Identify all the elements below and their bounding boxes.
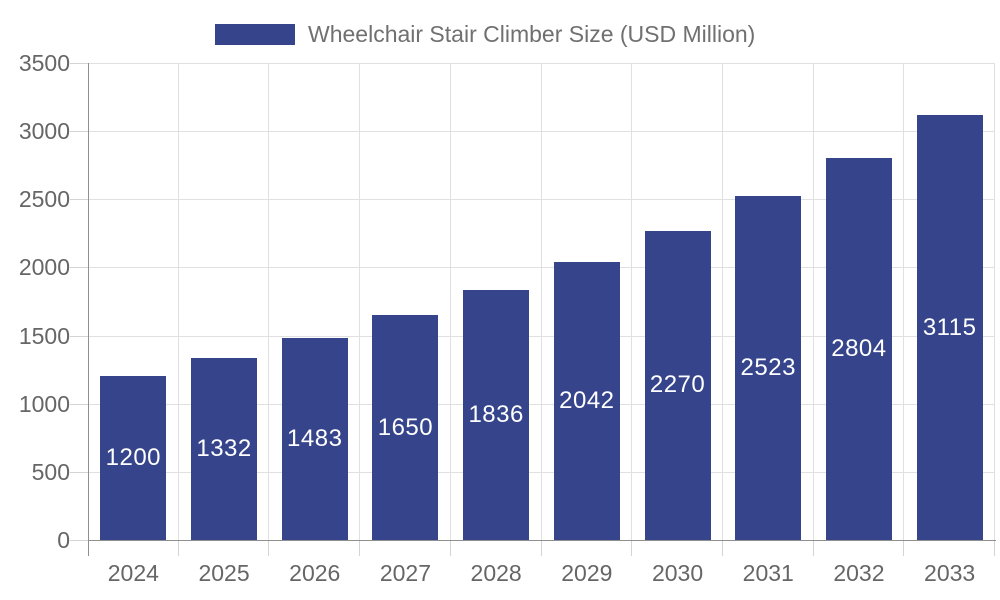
y-axis-tick	[70, 540, 88, 541]
y-axis-tick	[70, 63, 88, 64]
bar-2028: 1836	[463, 289, 530, 540]
bar-2030: 2270	[644, 230, 711, 540]
y-axis-tick	[70, 471, 88, 473]
gridline-vertical	[359, 63, 361, 540]
bar-2029: 2042	[553, 261, 620, 540]
bar-value-label: 2804	[831, 334, 887, 362]
x-axis-tick	[449, 540, 451, 556]
gridline-horizontal	[88, 403, 995, 405]
x-axis-tick-label: 2024	[107, 560, 159, 586]
bar-value-label: 1650	[377, 413, 434, 441]
gridline-vertical	[449, 63, 451, 540]
gridline-horizontal	[88, 63, 995, 64]
y-axis-tick-label: 1500	[18, 322, 70, 349]
bar-2027: 1650	[372, 315, 439, 540]
y-axis-tick-label: 1000	[18, 390, 70, 417]
gridline-horizontal	[88, 471, 995, 473]
y-axis-tick-label: 3000	[18, 118, 70, 145]
x-axis-tick-label: 2026	[289, 560, 341, 586]
gridline-vertical	[631, 63, 633, 540]
bar-value-label: 1836	[468, 400, 524, 428]
bar-2033: 3115	[916, 115, 983, 540]
x-axis-tick	[177, 540, 179, 556]
bar-value-label: 2523	[740, 354, 796, 382]
gridline-horizontal	[88, 199, 995, 201]
bar-value-label: 1200	[105, 444, 162, 472]
gridline-vertical	[994, 63, 995, 540]
bar-2025: 1332	[191, 358, 258, 540]
x-axis-tick	[721, 540, 723, 556]
x-axis-tick	[903, 540, 905, 556]
y-axis-tick-label: 0	[57, 527, 70, 553]
x-axis-tick-label: 2032	[833, 560, 885, 586]
x-axis-tick-label: 2030	[651, 560, 704, 586]
gridline-vertical	[540, 63, 542, 540]
gridline-horizontal	[88, 131, 995, 133]
y-axis-tick-label: 2500	[18, 186, 70, 213]
x-axis-line	[88, 540, 996, 541]
x-axis-tick	[268, 540, 270, 556]
x-axis-tick-label: 2029	[561, 560, 613, 586]
bar-2031: 2523	[735, 196, 802, 540]
y-axis-tick	[70, 267, 88, 269]
bar-2026: 1483	[281, 337, 348, 540]
legend: Wheelchair Stair Climber Size (USD Milli…	[215, 21, 756, 47]
y-axis-tick-label: 3500	[18, 50, 70, 76]
bar-2024: 1200	[100, 376, 167, 540]
bar-value-label: 1332	[196, 435, 252, 463]
x-axis-tick	[812, 540, 814, 556]
gridline-horizontal	[88, 335, 995, 337]
x-axis-tick-label: 2033	[924, 560, 976, 586]
gridline-vertical	[177, 63, 179, 540]
bar-value-label: 1483	[287, 424, 343, 452]
legend-swatch	[215, 23, 295, 45]
y-axis-tick	[70, 131, 88, 133]
gridline-vertical	[721, 63, 723, 540]
y-axis-tick-label: 2000	[18, 254, 70, 281]
gridline-vertical	[812, 63, 814, 540]
y-axis-line	[88, 63, 89, 556]
x-axis-tick-label: 2027	[379, 560, 432, 586]
legend-title: Wheelchair Stair Climber Size (USD Milli…	[308, 21, 756, 47]
gridline-horizontal	[88, 267, 995, 269]
y-axis-tick	[70, 335, 88, 337]
x-axis-tick	[631, 540, 633, 556]
y-axis-tick-label: 500	[31, 458, 70, 485]
bar-value-label: 3115	[922, 313, 977, 341]
plot-area: 1200 1332 1483 1650 1836 2042 2270 2523 2804 3115	[88, 63, 995, 540]
x-axis-tick-label: 2031	[742, 560, 794, 586]
gridline-vertical	[268, 63, 270, 540]
y-axis-tick	[70, 199, 88, 201]
x-axis-tick-label: 2025	[198, 560, 250, 586]
y-axis-tick	[70, 403, 88, 405]
x-axis-tick	[359, 540, 361, 556]
x-axis-tick	[994, 540, 995, 556]
x-axis-tick	[540, 540, 542, 556]
x-axis-tick-label: 2028	[470, 560, 522, 586]
bar-2032: 2804	[825, 157, 892, 540]
gridline-vertical	[903, 63, 905, 540]
bar-value-label: 2270	[649, 371, 706, 399]
bar-value-label: 2042	[559, 386, 615, 414]
